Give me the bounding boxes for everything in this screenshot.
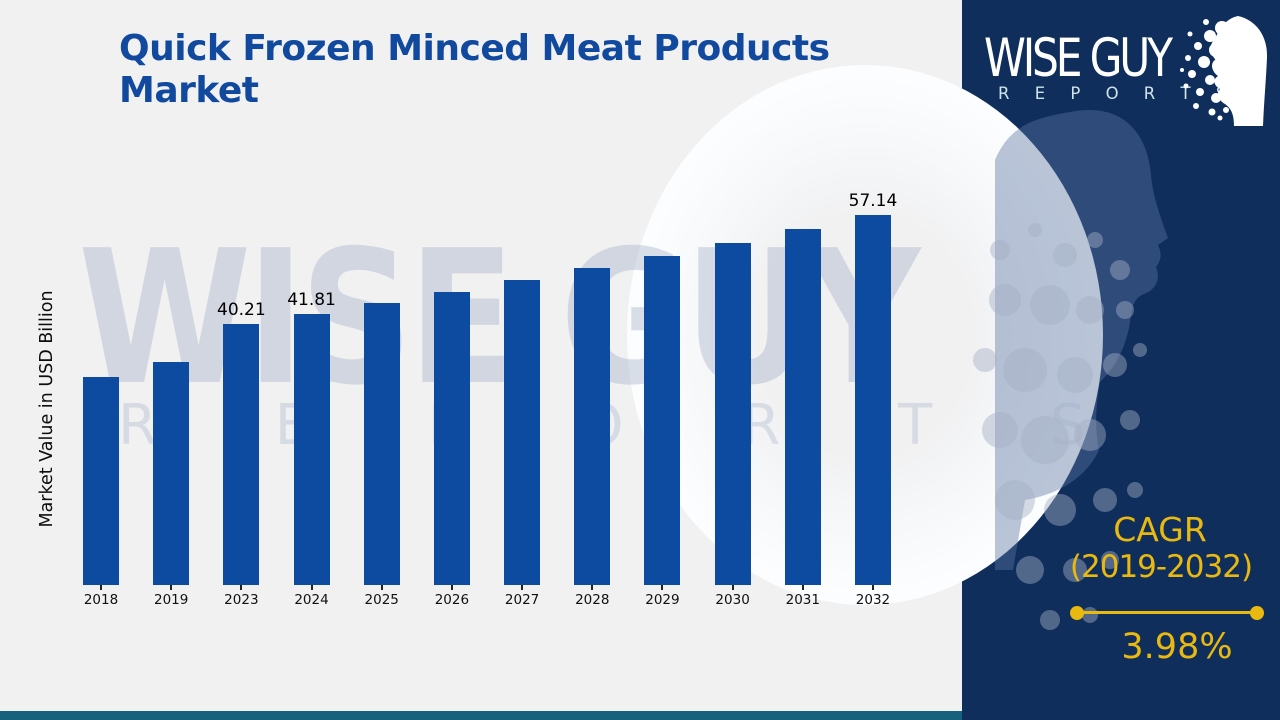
x-tick-label-2019: 2019 [153,592,189,608]
bar-2027 [504,280,541,585]
cagr-line-dot-left [1070,605,1084,620]
x-axis-tick-2028 [591,585,594,590]
x-tick-label-2031: 2031 [785,592,820,608]
x-axis-tick-2018 [100,585,102,590]
dotted-face-profile-icon [1180,16,1268,126]
bar-2024 [293,314,330,585]
x-tick-label-2024: 2024 [294,592,329,608]
x-tick-label-2018: 2018 [83,592,119,608]
x-tick-label-2027: 2027 [504,592,540,608]
x-tick-label-2029: 2029 [645,592,680,608]
x-axis-tick-2023 [240,585,243,590]
x-axis-tick-2027 [521,585,524,590]
brand-wordmark: WISE GUY [984,28,1173,89]
watermark-dot-cluster-icon [973,223,1147,630]
x-axis-tick-2026 [450,585,453,590]
bar-2028 [574,268,611,585]
bar-2032 [854,214,891,585]
x-axis-tick-2024 [310,585,313,590]
bar-2026 [433,292,470,585]
bar-2023 [223,324,260,585]
x-tick-label-2025: 2025 [364,592,399,608]
bar-2030 [714,242,751,585]
x-tick-label-2028: 2028 [575,592,610,608]
y-axis-label: Market Value in USD Billion [37,290,57,528]
bar-value-label-2024: 41.81 [287,290,336,311]
bar-2025 [363,303,400,585]
cagr-range: (2019-2032) [1069,549,1253,585]
x-axis-tick-2029 [661,585,664,590]
bar-2018 [83,376,119,585]
x-tick-label-2030: 2030 [715,592,750,608]
x-axis-tick-2032 [871,585,874,590]
cagr-divider-line [1077,611,1257,614]
bottom-accent-strip [0,711,962,720]
x-axis-tick-2025 [380,585,383,590]
bar-2019 [153,362,190,585]
x-axis-tick-2019 [170,585,173,590]
watermark-wordmark: WISE GUY [78,210,920,426]
x-tick-label-2032: 2032 [855,592,891,608]
bar-2029 [644,255,681,585]
face-silhouette-watermark-icon [995,110,1168,570]
x-axis-tick-2030 [731,585,734,590]
cagr-value: 3.98% [1121,627,1233,667]
bar-value-label-2032: 57.14 [848,190,898,211]
x-tick-label-2026: 2026 [434,592,470,608]
bar-value-label-2023: 40.21 [217,300,266,321]
bar-chart: 2018 2019 2023 40.21 2024 41.81 2025 2026 2027 20… [83,190,898,608]
x-tick-label-2023: 2023 [224,592,259,608]
cagr-line-dot-right [1250,605,1264,620]
x-axis-tick-2031 [801,585,804,590]
cagr-heading: CAGR [1113,510,1207,549]
brand-reports-label: R E P O R T S [998,84,1237,103]
bar-2031 [784,228,821,585]
page-title: Quick Frozen Minced Meat Products Market [119,28,830,112]
